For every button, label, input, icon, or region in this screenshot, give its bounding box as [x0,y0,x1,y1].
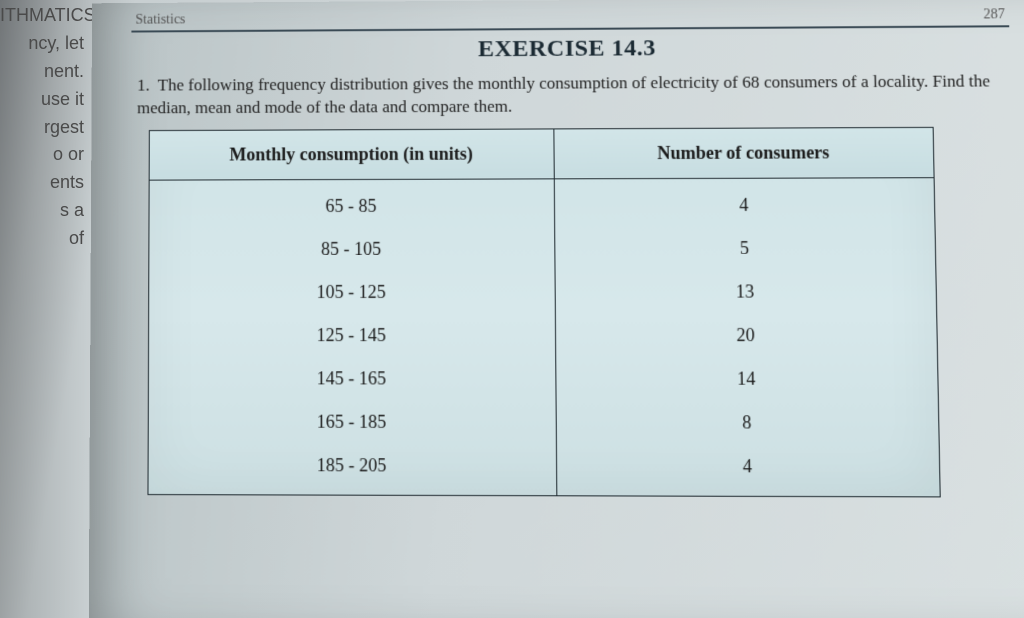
cell-class-interval: 85 - 105 [149,227,555,271]
cell-frequency: 4 [556,444,940,497]
question-block: 1. The following frequency distribution … [131,70,1011,120]
cell-frequency: 4 [554,178,935,228]
chapter-hint: Statistics [135,13,185,29]
bleed-word: rgest [0,114,84,142]
cell-frequency: 8 [556,401,939,445]
frequency-table: Monthly consumption (in units) Number of… [147,127,940,498]
bleed-word: ents [0,169,84,197]
table-row: 105 - 12513 [149,270,937,314]
cell-class-interval: 105 - 125 [149,270,556,314]
bleed-word: use it [0,86,84,114]
cell-class-interval: 65 - 85 [149,179,555,228]
table-row: 145 - 16514 [148,357,938,401]
cell-class-interval: 145 - 165 [148,357,556,401]
bleed-word: of [0,225,84,253]
cell-class-interval: 185 - 205 [148,443,557,495]
page-number: 287 [983,7,1005,23]
cell-frequency: 5 [555,226,936,270]
previous-page-bleed: ITHMATICSncy, letnent.use itrgesto orent… [0,0,90,618]
cell-class-interval: 165 - 185 [148,400,556,444]
cell-frequency: 14 [556,357,939,401]
table-row: 85 - 1055 [149,226,936,271]
col-header-consumption: Monthly consumption (in units) [149,129,554,180]
question-number: 1. [137,76,150,95]
bleed-word: ITHMATICS [0,2,84,30]
table-row: 165 - 1858 [148,400,939,445]
exercise-title: EXERCISE 14.3 [131,33,1010,65]
col-header-consumers: Number of consumers [554,127,934,178]
cell-class-interval: 125 - 145 [148,314,555,357]
bleed-word: o or [0,141,84,169]
cell-frequency: 13 [555,270,937,314]
question-text: The following frequency distribution giv… [137,71,990,117]
table-row: 65 - 854 [149,178,935,229]
frequency-table-wrap: Monthly consumption (in units) Number of… [147,127,940,498]
bleed-word: s a [0,197,84,225]
bleed-word: nent. [0,58,84,86]
table-header-row: Monthly consumption (in units) Number of… [149,127,934,180]
table-row: 125 - 14520 [148,314,937,358]
textbook-page: Statistics 287 EXERCISE 14.3 1. The foll… [89,0,1024,618]
bleed-word: ncy, let [0,30,84,58]
cell-frequency: 20 [555,314,937,358]
table-row: 185 - 2054 [148,443,940,496]
